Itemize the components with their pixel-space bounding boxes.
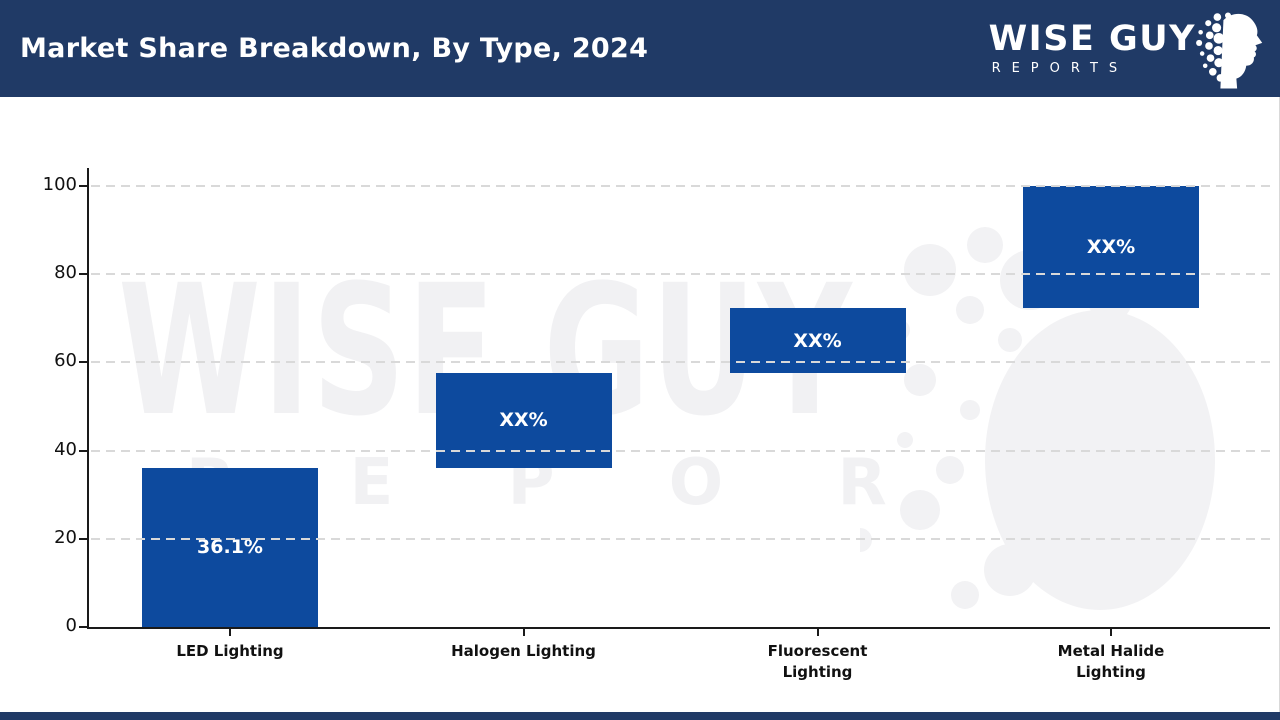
x-axis-line [87,627,1270,629]
y-axis-tick-mark [79,537,87,540]
y-axis-tick-label: 0 [65,615,77,636]
bar-led-lighting: 36.1% [142,467,318,627]
bar-metal-halide-lighting: XX% [1023,186,1199,309]
gridline-60 [91,361,1270,364]
y-axis-tick-label: 80 [54,262,77,284]
y-axis-tick-label: 60 [54,350,77,372]
y-axis-tick-label: 20 [54,526,77,548]
x-category-label: Fluorescent Lighting [767,642,868,681]
x-axis-tick-mark [522,629,525,636]
bar-value-label: XX% [793,329,842,352]
logo-head-icon [1196,12,1263,89]
gridline-40 [91,449,1270,452]
bar-halogen-lighting: XX% [435,372,612,468]
logo-name-text: WISE GUY [988,18,1196,59]
gridline-100 [91,185,1270,187]
logo-sub-text: REPORTS [991,60,1129,76]
gridline-80 [91,273,1270,276]
x-category-label: Metal Halide Lighting [1057,642,1165,681]
header-bar: Market Share Breakdown, By Type, 2024 WI… [0,0,1280,97]
logo-wordmark: WISE GUY REPORTS [988,18,1196,76]
wiseguy-logo: WISE GUY REPORTS [989,9,1266,89]
page-title: Market Share Breakdown, By Type, 2024 [20,33,649,64]
y-axis-tick-label: 100 [42,174,77,195]
y-axis-line [87,168,89,629]
y-axis-tick-mark [79,273,87,276]
bar-value-label: XX% [1086,236,1136,259]
bar-value-label: 36.1% [197,536,263,559]
x-category-label: LED Lighting [176,642,284,660]
x-axis-tick-mark [1110,629,1112,636]
x-axis-tick-mark [816,629,819,636]
x-axis-tick-mark [229,629,231,636]
footer-bar [0,712,1280,720]
bar-value-label: XX% [499,409,548,432]
y-axis-tick-mark [79,361,87,364]
y-axis-tick-mark [79,185,87,187]
x-category-label: Halogen Lighting [451,642,596,660]
y-axis-tick-mark [79,626,87,628]
y-axis-tick-mark [79,449,87,452]
y-axis-tick-label: 40 [54,438,77,460]
gridline-20 [91,537,1270,540]
